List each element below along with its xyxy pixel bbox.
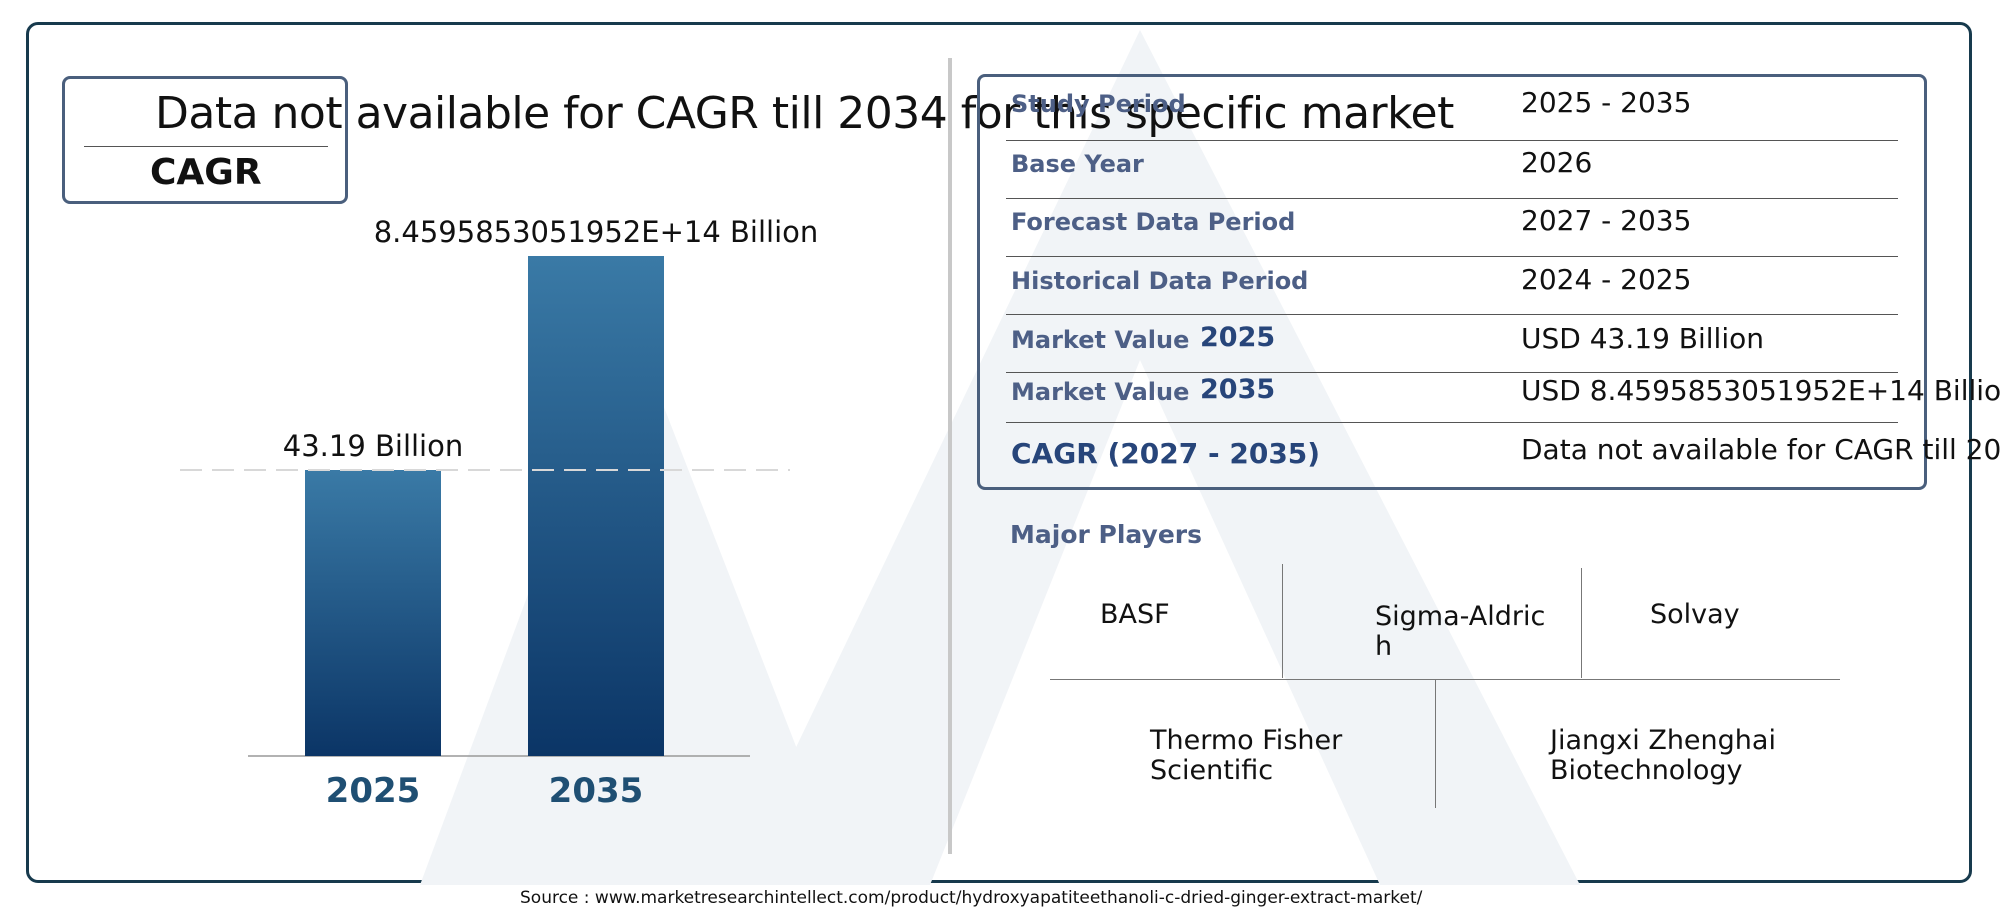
outer-frame [26, 22, 1972, 883]
info-table-box [977, 74, 1927, 490]
x-tick-label: 2025 [326, 771, 421, 811]
cagr-text: Data not available for CAGR till 2034 fo… [155, 88, 1454, 139]
info-row-value: 2025 - 2035 [1521, 86, 1692, 119]
info-row-year: 2035 [1200, 374, 1276, 405]
info-row-value: 2024 - 2025 [1521, 263, 1692, 296]
players-divider [1581, 568, 1582, 678]
bar-chart: 43.19 Billion 2025 8.4595853051952E+14 Bil… [180, 215, 819, 811]
info-row-label: CAGR (2027 - 2035) [1011, 437, 1321, 470]
bar-value-label: 8.4595853051952E+14 Billion [374, 215, 819, 249]
info-row-label: Base Year [1011, 150, 1144, 178]
cagr-label: CAGR [150, 152, 262, 193]
players-divider [1282, 564, 1283, 678]
player-name: Solvay [1650, 599, 1740, 630]
cagr-box [62, 76, 348, 204]
players-divider [1435, 680, 1436, 808]
bar-value-label: 43.19 Billion [283, 429, 464, 463]
player-name: Thermo Fisher Scientific [1150, 725, 1343, 786]
cagr-divider [84, 146, 328, 147]
info-row-value: USD 8.4595853051952E+14 Billion [1521, 374, 2000, 407]
info-row-value: 2027 - 2035 [1521, 204, 1692, 237]
player-name: Sigma-Aldric h [1375, 601, 1546, 662]
info-row-divider [1006, 314, 1898, 315]
info-row-label: Market Value [1011, 378, 1190, 406]
bar-2025 [305, 470, 441, 756]
info-row-divider [1006, 372, 1898, 373]
info-row-value: USD 43.19 Billion [1521, 322, 1764, 355]
player-name: BASF [1100, 599, 1170, 630]
info-row-value: 2026 [1521, 146, 1593, 179]
player-name: Jiangxi Zhenghai Biotechnology [1550, 725, 1776, 786]
info-row-year: 2025 [1200, 322, 1276, 353]
x-tick-label: 2035 [549, 771, 644, 811]
source-text: Source : www.marketresearchintellect.com… [520, 888, 1423, 908]
info-row-label: Study Period [1011, 90, 1186, 118]
info-row-divider [1006, 198, 1898, 199]
info-row-label: Historical Data Period [1011, 267, 1309, 295]
vertical-divider [948, 58, 952, 854]
major-players-title: Major Players [1010, 520, 1202, 549]
info-row-divider [1006, 256, 1898, 257]
info-row-value: Data not available for CAGR till 2034 f [1521, 433, 2000, 466]
bar-2035 [528, 256, 664, 756]
info-row-label: Market Value [1011, 326, 1190, 354]
players-divider [1050, 679, 1840, 680]
info-row-divider [1006, 422, 1898, 423]
info-row-divider [1006, 140, 1898, 141]
info-row-label: Forecast Data Period [1011, 208, 1296, 236]
